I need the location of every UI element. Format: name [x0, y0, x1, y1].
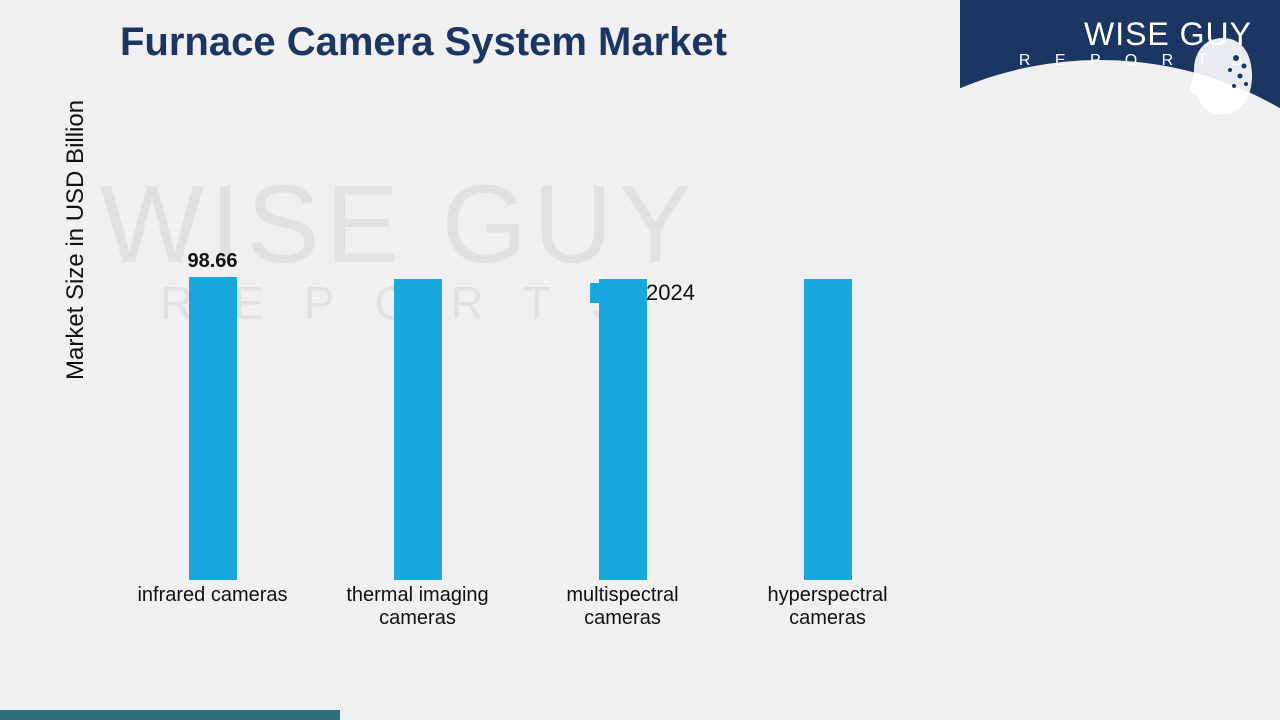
bar — [189, 277, 237, 580]
bar-column: 98.66 — [128, 250, 298, 580]
brand-logo: WISE GUY R E P O R T S — [1019, 18, 1252, 72]
chart-title: Furnace Camera System Market — [120, 20, 727, 65]
bottom-strip — [0, 710, 340, 720]
bar-column — [538, 275, 708, 580]
x-category-label: hyperspectral cameras — [743, 584, 913, 630]
bars-container: 98.66 — [110, 150, 930, 580]
y-axis-label: Market Size in USD Billion — [62, 100, 90, 380]
bar — [804, 279, 852, 580]
x-category-label: infrared cameras — [128, 584, 298, 630]
bar — [394, 279, 442, 580]
bar-column — [333, 275, 503, 580]
stage: Furnace Camera System Market WISE GUY R … — [0, 0, 1280, 720]
head-icon — [1188, 36, 1258, 116]
x-category-label: thermal imaging cameras — [333, 584, 503, 630]
bar-column — [743, 275, 913, 580]
bar-value-label: 98.66 — [187, 250, 237, 273]
x-category-label: multispectral cameras — [538, 584, 708, 630]
x-axis-labels: infrared cameras thermal imaging cameras m… — [110, 584, 930, 630]
bar — [599, 279, 647, 580]
plot-area: 98.66 — [110, 150, 930, 580]
